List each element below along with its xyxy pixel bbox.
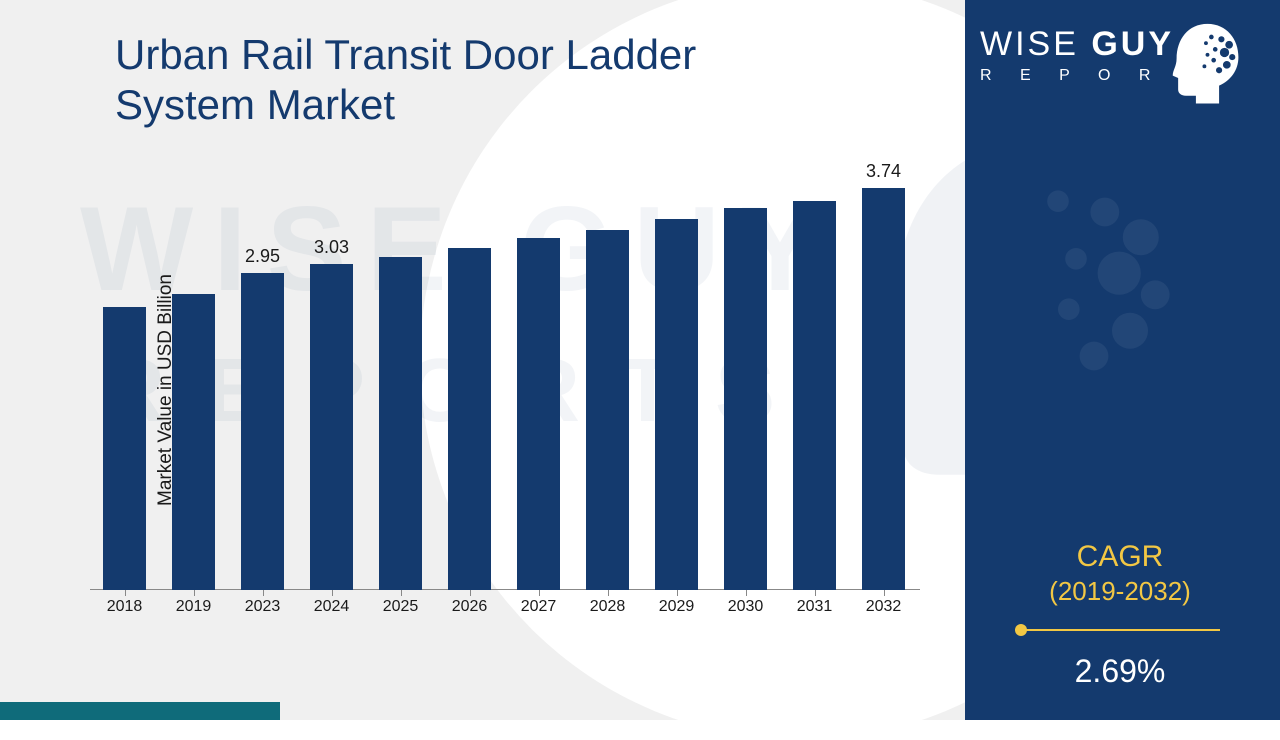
bar-group: 2026 xyxy=(435,160,504,590)
x-tick-label: 2031 xyxy=(797,598,833,616)
x-tick-label: 2018 xyxy=(107,598,143,616)
x-tick-mark xyxy=(332,590,333,596)
bar xyxy=(448,248,491,590)
cagr-label: CAGR xyxy=(1000,540,1240,574)
x-tick-label: 2024 xyxy=(314,598,350,616)
bar-group: 2029 xyxy=(642,160,711,590)
x-tick-label: 2032 xyxy=(866,598,902,616)
cagr-years: (2019-2032) xyxy=(1000,576,1240,607)
bar xyxy=(724,208,767,590)
bar-group: 2025 xyxy=(366,160,435,590)
bar-group: 2019 xyxy=(159,160,228,590)
page-title: Urban Rail Transit Door Ladder System Ma… xyxy=(115,30,835,131)
bar xyxy=(586,230,629,590)
bar-group: 2028 xyxy=(573,160,642,590)
x-tick-label: 2028 xyxy=(590,598,626,616)
bar: 2.95 xyxy=(241,273,284,590)
x-tick-mark xyxy=(746,590,747,596)
x-tick-label: 2026 xyxy=(452,598,488,616)
bar-group: 3.032024 xyxy=(297,160,366,590)
bar: 3.74 xyxy=(862,188,905,590)
x-tick-mark xyxy=(470,590,471,596)
x-tick-mark xyxy=(263,590,264,596)
cagr-value: 2.69% xyxy=(1000,653,1240,690)
bar-value-label: 2.95 xyxy=(245,246,280,267)
x-tick-mark xyxy=(125,590,126,596)
bar-group: 2.952023 xyxy=(228,160,297,590)
bar xyxy=(379,257,422,590)
bar-group: 2031 xyxy=(780,160,849,590)
bar-group: 2027 xyxy=(504,160,573,590)
bar-plot: 201820192.9520233.0320242025202620272028… xyxy=(90,160,920,590)
bar-group: 2018 xyxy=(90,160,159,590)
cagr-divider xyxy=(1020,629,1220,631)
bar-value-label: 3.74 xyxy=(866,161,901,182)
x-tick-label: 2027 xyxy=(521,598,557,616)
x-tick-mark xyxy=(194,590,195,596)
logo-wise: WISE xyxy=(980,25,1091,63)
x-tick-label: 2025 xyxy=(383,598,419,616)
brand-logo: WISE GUY R E P O R T S xyxy=(980,25,1250,100)
bar xyxy=(172,294,215,590)
logo-head-icon xyxy=(1165,20,1250,105)
bar xyxy=(655,219,698,590)
bar xyxy=(517,238,560,590)
x-tick-mark xyxy=(608,590,609,596)
x-tick-mark xyxy=(884,590,885,596)
x-tick-mark xyxy=(677,590,678,596)
logo-guy: GUY xyxy=(1091,25,1174,63)
cagr-dot-icon xyxy=(1015,624,1027,636)
chart-area: Market Value in USD Billion 201820192.95… xyxy=(60,160,920,620)
bar xyxy=(793,201,836,590)
x-tick-label: 2023 xyxy=(245,598,281,616)
bar-group: 3.742032 xyxy=(849,160,918,590)
x-tick-mark xyxy=(815,590,816,596)
x-tick-mark xyxy=(401,590,402,596)
bottom-accent-bar xyxy=(0,702,280,720)
x-tick-mark xyxy=(539,590,540,596)
cagr-box: CAGR (2019-2032) 2.69% xyxy=(1000,540,1240,690)
x-tick-label: 2029 xyxy=(659,598,695,616)
x-tick-label: 2019 xyxy=(176,598,212,616)
x-tick-label: 2030 xyxy=(728,598,764,616)
bar: 3.03 xyxy=(310,264,353,590)
bar-group: 2030 xyxy=(711,160,780,590)
bar xyxy=(103,307,146,590)
bar-value-label: 3.03 xyxy=(314,237,349,258)
